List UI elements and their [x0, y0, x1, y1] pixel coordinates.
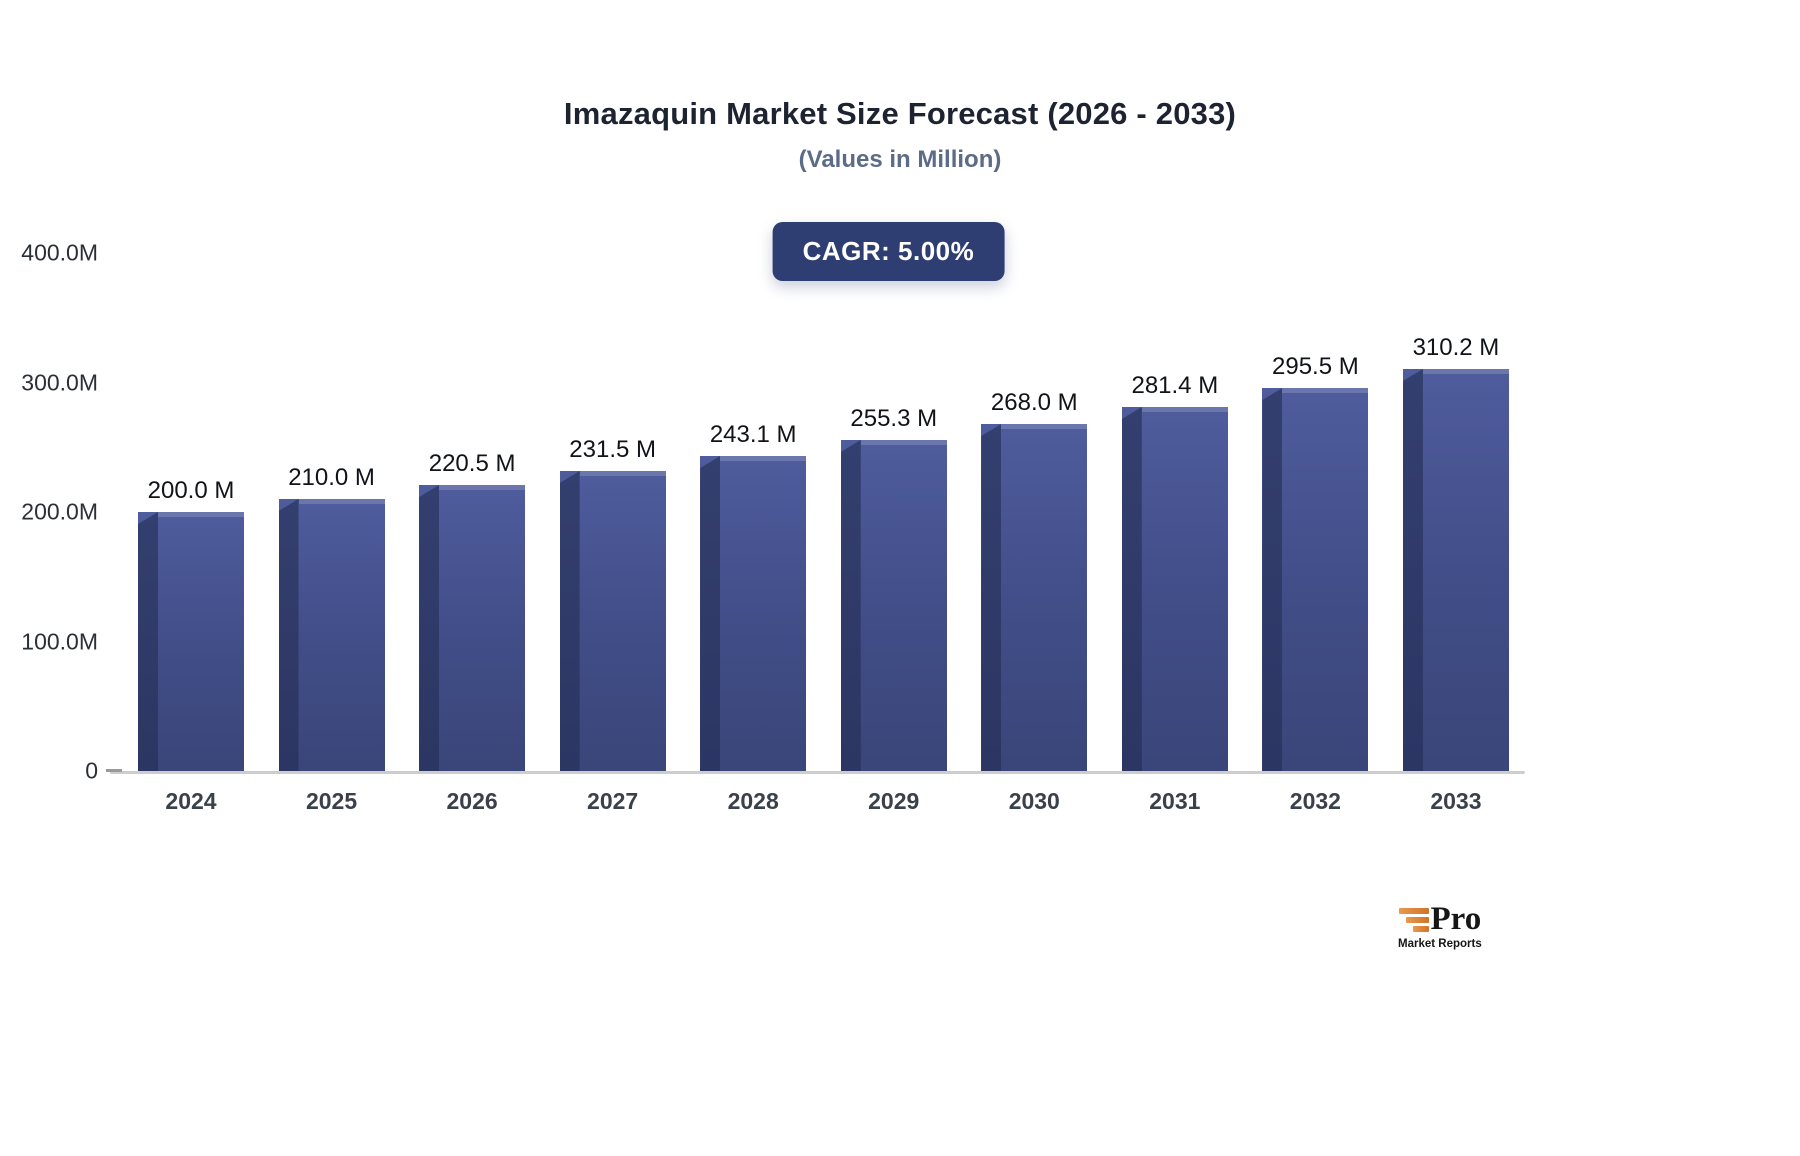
zero-tick-mark	[106, 769, 122, 772]
y-axis-tick: 300.0M	[21, 369, 98, 395]
x-axis-label: 2028	[727, 788, 779, 814]
cagr-badge: CAGR: 5.00%	[772, 222, 1005, 281]
bar-value-label: 255.3 M	[850, 405, 938, 432]
x-axis-labels: 2024 2025 2026 2027 2028 2029 2030 2031 2032 2033	[122, 788, 1525, 815]
logo: Pro Market Reports	[1398, 901, 1482, 951]
bar-value-label: 200.0 M	[147, 477, 235, 504]
bar[interactable]	[1121, 407, 1228, 771]
bar-value-label: 281.4 M	[1131, 372, 1219, 399]
bar-group[interactable]: 200.0 M	[138, 477, 244, 771]
x-axis-label: 2025	[305, 788, 358, 814]
bar-group[interactable]: 231.5 M	[559, 436, 666, 771]
bar[interactable]	[419, 485, 526, 771]
x-axis-label: 2030	[1008, 788, 1060, 814]
bar[interactable]	[138, 512, 244, 771]
bar-group[interactable]: 220.5 M	[419, 450, 526, 771]
x-axis-label: 2024	[165, 788, 217, 814]
bar-group[interactable]: 243.1 M	[700, 421, 807, 771]
logo-lines-icon	[1398, 907, 1429, 932]
x-axis-label: 2027	[587, 788, 639, 814]
bar-group[interactable]: 281.4 M	[1121, 372, 1228, 771]
x-axis-label: 2031	[1149, 788, 1201, 814]
bar-group[interactable]: 310.2 M	[1402, 334, 1509, 771]
chart-title: Imazaquin Market Size Forecast (2026 - 2…	[563, 96, 1237, 131]
bar[interactable]	[278, 499, 385, 771]
y-axis-tick: 400.0M	[21, 239, 98, 266]
x-axis-label: 2026	[446, 788, 498, 814]
bar[interactable]	[559, 471, 666, 771]
y-axis-tick: 100.0M	[21, 628, 98, 654]
logo-mark: Pro	[1398, 901, 1482, 937]
bar-value-label: 295.5 M	[1272, 353, 1359, 380]
y-axis: 400.0M 300.0M 200.0M 100.0M 0	[10, 240, 98, 784]
chart-subtitle: (Values in Million)	[798, 146, 1002, 173]
bar-group[interactable]: 295.5 M	[1262, 353, 1369, 771]
bar-value-label: 268.0 M	[990, 389, 1078, 416]
logo-brand-text: Pro	[1430, 901, 1482, 937]
bar-group[interactable]: 268.0 M	[981, 389, 1088, 771]
bar-chart: 400.0M 300.0M 200.0M 100.0M 0 200.0 M 210.0 M…	[10, 240, 1525, 815]
bar[interactable]	[700, 456, 807, 771]
bar[interactable]	[840, 440, 947, 771]
bar-value-label: 220.5 M	[428, 450, 516, 477]
bar-group[interactable]: 210.0 M	[278, 464, 385, 771]
x-axis-label: 2032	[1289, 788, 1341, 814]
x-axis-line	[110, 771, 1525, 774]
logo-tagline: Market Reports	[1398, 938, 1482, 950]
y-axis-tick: 0	[85, 757, 98, 784]
bar-group[interactable]: 255.3 M	[840, 405, 947, 771]
x-axis-label: 2033	[1430, 788, 1482, 814]
plot-area: 200.0 M 210.0 M 220.5 M 231.5 M 243.1 M 255.3…	[122, 253, 1525, 771]
bar[interactable]	[1402, 369, 1509, 771]
x-axis-label: 2029	[868, 788, 920, 814]
bar-value-label: 231.5 M	[569, 436, 656, 463]
bar[interactable]	[981, 424, 1088, 771]
y-axis-tick: 200.0M	[21, 498, 98, 525]
bar-value-label: 243.1 M	[709, 421, 797, 448]
bar[interactable]	[1262, 388, 1369, 771]
bar-value-label: 310.2 M	[1412, 334, 1500, 361]
bar-value-label: 210.0 M	[288, 464, 375, 491]
